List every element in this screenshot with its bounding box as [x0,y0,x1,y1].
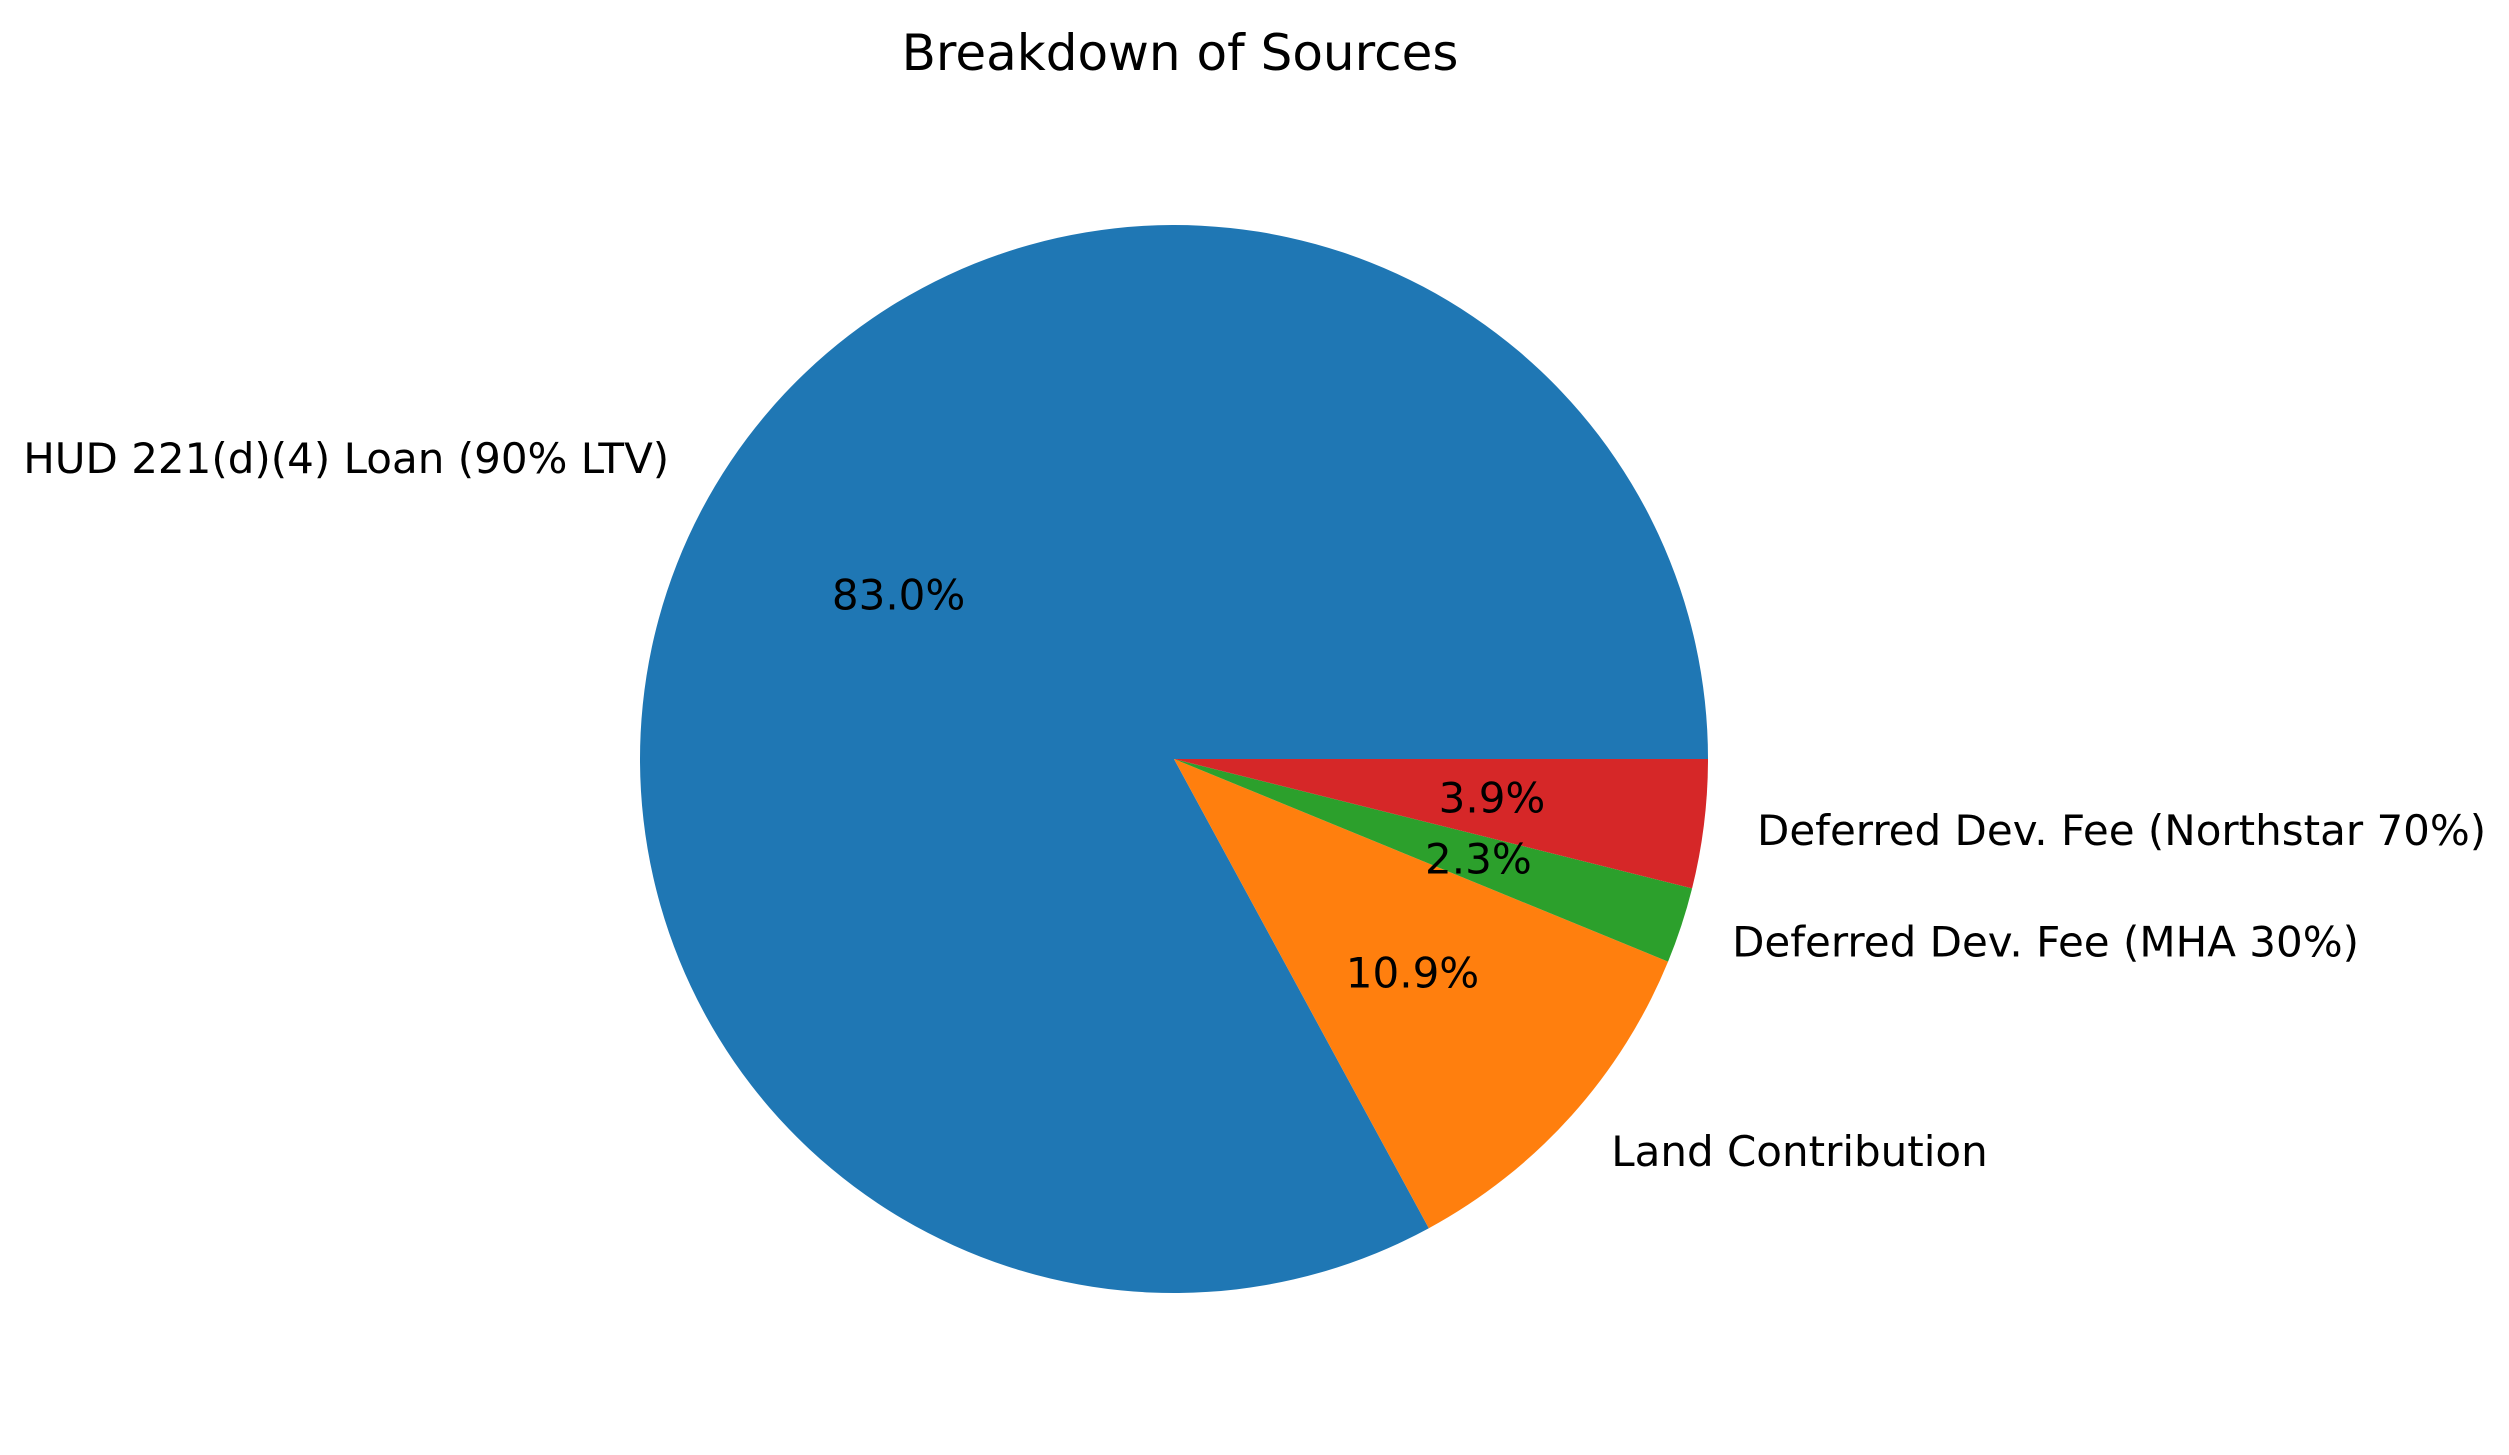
pie-labels-group: 83.0% HUD 221(d)(4) Loan (90% LTV) 10.9% La… [23,434,2486,1176]
slice-pct-label-2: 2.3% [1425,834,1532,883]
slice-pct-label-0: 83.0% [832,571,965,620]
pie-slice-3 [1174,759,1708,889]
slice-label-1: Land Contribution [1611,1127,1988,1176]
slice-pct-label-3: 3.9% [1439,774,1546,823]
slice-label-3: Deferred Dev. Fee (Northstar 70%) [1757,806,2486,855]
chart-title: Breakdown of Sources [902,24,1459,82]
slice-label-2: Deferred Dev. Fee (MHA 30%) [1732,918,2359,967]
pie-slices-group [640,225,1708,1294]
pie-slice-2 [1174,759,1693,962]
slice-label-0: HUD 221(d)(4) Loan (90% LTV) [23,434,669,483]
pie-slice-0 [640,225,1708,1294]
slice-pct-label-1: 10.9% [1346,949,1479,998]
pie-slice-1 [1174,759,1669,1229]
